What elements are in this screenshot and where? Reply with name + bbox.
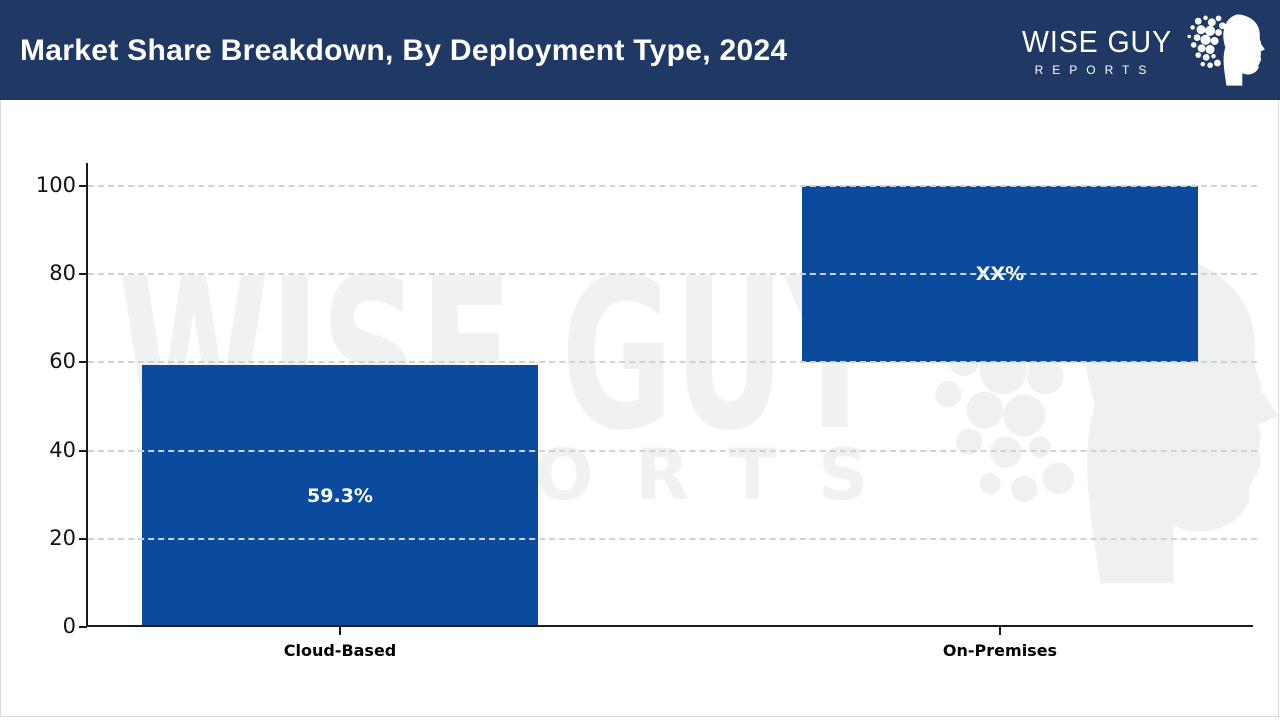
brand-subtitle: REPORTS xyxy=(1034,62,1156,77)
gridline-80 xyxy=(88,273,1257,276)
brand-logo-text: WISE GUY REPORTS xyxy=(1009,24,1172,77)
bar-value-label-cloud-based: 59.3% xyxy=(307,485,373,508)
y-tick-80 xyxy=(79,273,87,276)
y-tick-label-0: 0 xyxy=(62,614,76,638)
y-tick-label-40: 40 xyxy=(49,437,76,462)
y-tick-40 xyxy=(79,449,87,452)
gridline-20 xyxy=(88,537,1257,540)
gridline-40 xyxy=(88,449,1257,452)
y-axis-line xyxy=(86,163,88,627)
gridline-100 xyxy=(88,185,1257,187)
y-tick-label-100: 100 xyxy=(35,173,76,197)
dotted-head-profile-icon xyxy=(1170,12,1266,88)
x-tick-on-premises xyxy=(999,627,1001,635)
y-tick-0 xyxy=(79,626,87,628)
y-tick-label-20: 20 xyxy=(49,525,76,550)
y-tick-label-80: 80 xyxy=(49,261,76,286)
y-tick-label-60: 60 xyxy=(49,349,76,374)
brand-name: WISE GUY xyxy=(1022,23,1172,59)
brand-logo: WISE GUY REPORTS xyxy=(1009,12,1266,88)
header-bar: Market Share Breakdown, By Deployment Ty… xyxy=(0,0,1280,100)
x-tick-cloud-based xyxy=(339,627,341,635)
y-tick-20 xyxy=(79,537,87,540)
y-tick-60 xyxy=(79,361,87,364)
x-category-label-on-premises: On-Premises xyxy=(942,641,1058,660)
chart-title: Market Share Breakdown, By Deployment Ty… xyxy=(20,34,788,67)
gridline-60 xyxy=(88,361,1257,364)
y-tick-100 xyxy=(79,185,87,187)
x-axis-line xyxy=(86,625,1253,627)
bar-cloud-based: 59.3% xyxy=(142,365,538,627)
x-category-label-cloud-based: Cloud-Based xyxy=(283,641,397,660)
